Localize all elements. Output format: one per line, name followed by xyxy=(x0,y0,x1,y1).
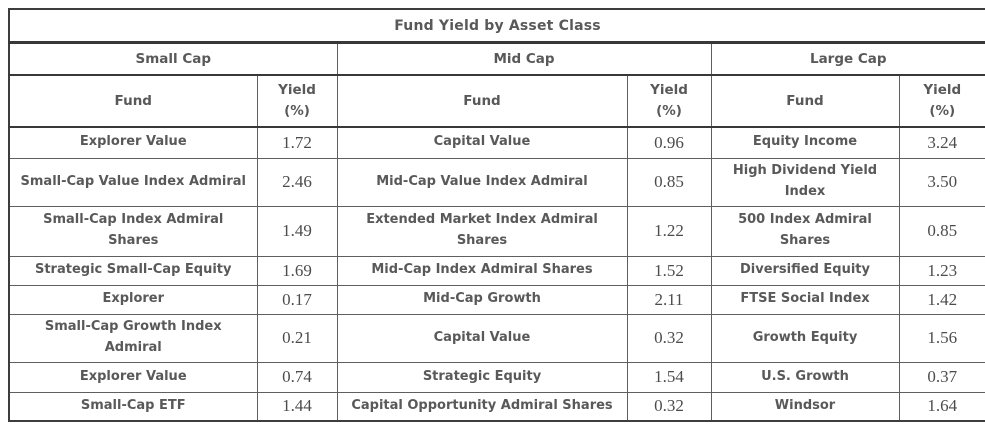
table-body: Explorer Value 1.72 Capital Value 0.96 E… xyxy=(8,126,985,422)
yield-cell: 0.37 xyxy=(898,361,985,393)
fund-cell: Strategic Small-Cap Equity xyxy=(8,255,258,286)
yield-cell: 0.32 xyxy=(626,391,712,422)
yield-cell: 1.72 xyxy=(256,126,338,159)
column-header-yield: Yield (%) xyxy=(898,74,985,128)
fund-yield-table: Fund Yield by Asset Class Small Cap Mid … xyxy=(8,8,985,422)
table-row: Strategic Small-Cap Equity 1.69 Mid-Cap … xyxy=(8,255,985,286)
yield-cell: 1.22 xyxy=(626,205,712,257)
fund-cell: Explorer Value xyxy=(8,126,258,159)
fund-cell: Capital Opportunity Admiral Shares xyxy=(336,391,628,422)
table-row: Explorer 0.17 Mid-Cap Growth 2.11 FTSE S… xyxy=(8,284,985,315)
fund-cell: Equity Income xyxy=(710,126,900,159)
fund-cell: Mid-Cap Index Admiral Shares xyxy=(336,255,628,286)
fund-cell: Explorer xyxy=(8,284,258,315)
fund-cell: Extended Market Index Admiral Shares xyxy=(336,205,628,257)
fund-cell: Small-Cap Value Index Admiral xyxy=(8,157,258,207)
yield-cell: 1.54 xyxy=(626,361,712,393)
yield-cell: 0.85 xyxy=(626,157,712,207)
fund-cell: Small-Cap Growth Index Admiral xyxy=(8,313,258,363)
fund-cell: Mid-Cap Growth xyxy=(336,284,628,315)
table-row: Small-Cap Index Admiral Shares 1.49 Exte… xyxy=(8,205,985,257)
yield-cell: 0.17 xyxy=(256,284,338,315)
fund-cell: Growth Equity xyxy=(710,313,900,363)
column-header-yield: Yield (%) xyxy=(256,74,338,128)
group-header-small-cap: Small Cap xyxy=(8,42,338,76)
yield-cell: 2.46 xyxy=(256,157,338,207)
fund-cell: Small-Cap ETF xyxy=(8,391,258,422)
fund-cell: High Dividend Yield Index xyxy=(710,157,900,207)
table-row: Small-Cap Value Index Admiral 2.46 Mid-C… xyxy=(8,157,985,207)
yield-cell: 1.56 xyxy=(898,313,985,363)
group-header-large-cap: Large Cap xyxy=(710,42,985,76)
yield-cell: 1.52 xyxy=(626,255,712,286)
yield-cell: 2.11 xyxy=(626,284,712,315)
yield-cell: 0.32 xyxy=(626,313,712,363)
table-row: Explorer Value 1.72 Capital Value 0.96 E… xyxy=(8,126,985,159)
fund-cell: Small-Cap Index Admiral Shares xyxy=(8,205,258,257)
yield-cell: 1.69 xyxy=(256,255,338,286)
fund-cell: Explorer Value xyxy=(8,361,258,393)
yield-cell: 1.44 xyxy=(256,391,338,422)
yield-cell: 0.74 xyxy=(256,361,338,393)
table-title: Fund Yield by Asset Class xyxy=(8,8,985,44)
fund-cell: Diversified Equity xyxy=(710,255,900,286)
fund-cell: Mid-Cap Value Index Admiral xyxy=(336,157,628,207)
fund-cell: Strategic Equity xyxy=(336,361,628,393)
fund-cell: Capital Value xyxy=(336,313,628,363)
yield-cell: 1.23 xyxy=(898,255,985,286)
yield-cell: 0.21 xyxy=(256,313,338,363)
table-row: Explorer Value 0.74 Strategic Equity 1.5… xyxy=(8,361,985,393)
yield-cell: 1.64 xyxy=(898,391,985,422)
group-header-mid-cap: Mid Cap xyxy=(336,42,712,76)
yield-cell: 0.96 xyxy=(626,126,712,159)
fund-cell: U.S. Growth xyxy=(710,361,900,393)
group-header-row: Small Cap Mid Cap Large Cap xyxy=(8,42,985,76)
column-header-row: Fund Yield (%) Fund Yield (%) Fund Yield… xyxy=(8,74,985,128)
table-row: Small-Cap ETF 1.44 Capital Opportunity A… xyxy=(8,391,985,422)
yield-cell: 1.49 xyxy=(256,205,338,257)
column-header-fund: Fund xyxy=(710,74,900,128)
fund-cell: Windsor xyxy=(710,391,900,422)
fund-cell: FTSE Social Index xyxy=(710,284,900,315)
fund-cell: Capital Value xyxy=(336,126,628,159)
column-header-yield: Yield (%) xyxy=(626,74,712,128)
column-header-fund: Fund xyxy=(336,74,628,128)
yield-cell: 0.85 xyxy=(898,205,985,257)
title-row: Fund Yield by Asset Class xyxy=(8,8,985,44)
fund-cell: 500 Index Admiral Shares xyxy=(710,205,900,257)
yield-cell: 1.42 xyxy=(898,284,985,315)
yield-cell: 3.50 xyxy=(898,157,985,207)
table-row: Small-Cap Growth Index Admiral 0.21 Capi… xyxy=(8,313,985,363)
yield-cell: 3.24 xyxy=(898,126,985,159)
column-header-fund: Fund xyxy=(8,74,258,128)
